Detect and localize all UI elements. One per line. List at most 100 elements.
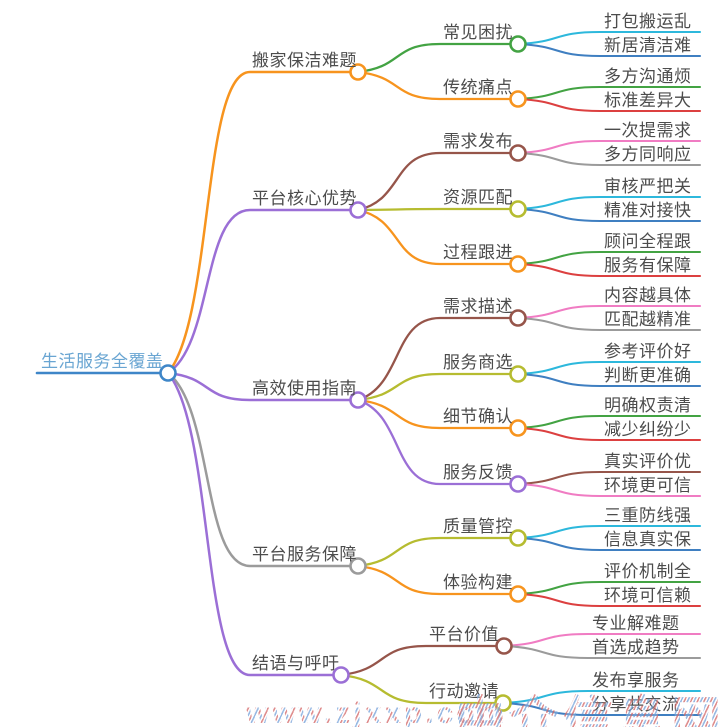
- edge: [356, 316, 520, 402]
- edge: [516, 316, 702, 332]
- node-label[interactable]: 三重防线强: [604, 506, 692, 525]
- node-label[interactable]: 打包搬运乱: [604, 12, 692, 31]
- node-handle[interactable]: [494, 694, 512, 712]
- edge: [516, 30, 702, 46]
- node-label[interactable]: 平台核心优势: [252, 189, 357, 208]
- edge: [516, 414, 702, 430]
- edge: [356, 372, 520, 402]
- node-label[interactable]: 行动邀请: [429, 682, 499, 701]
- edge: [502, 632, 702, 648]
- edge: [166, 208, 360, 375]
- node-label[interactable]: 服务反馈: [443, 463, 513, 482]
- node-label[interactable]: 平台服务保障: [252, 545, 357, 564]
- node-label[interactable]: 减少纠纷少: [604, 420, 692, 439]
- node-handle[interactable]: [495, 637, 513, 655]
- node-handle[interactable]: [349, 201, 367, 219]
- edge: [356, 564, 520, 596]
- node-label[interactable]: 服务有保障: [604, 256, 692, 275]
- node-label[interactable]: 传统痛点: [443, 78, 513, 97]
- node-label[interactable]: 顾问全程跟: [604, 232, 692, 251]
- edge: [516, 151, 702, 167]
- node-label[interactable]: 信息真实保: [604, 530, 692, 549]
- edge: [166, 371, 360, 568]
- node-label[interactable]: 分享共交流: [592, 695, 680, 714]
- edge: [501, 689, 702, 705]
- node-label[interactable]: 结语与呼吁: [252, 654, 340, 673]
- node-label[interactable]: 新居清洁难: [604, 36, 692, 55]
- node-label[interactable]: 匹配越精准: [604, 310, 692, 329]
- node-handle[interactable]: [509, 475, 527, 493]
- node-label[interactable]: 首选成趋势: [592, 638, 680, 657]
- edge: [516, 42, 702, 58]
- node-label[interactable]: 真实评价优: [604, 452, 692, 471]
- node-handle[interactable]: [509, 419, 527, 437]
- node-label[interactable]: 服务商选: [443, 353, 513, 372]
- edge: [166, 371, 360, 402]
- edge: [502, 644, 702, 660]
- edge: [516, 536, 702, 552]
- node-label[interactable]: 精准对接快: [604, 201, 692, 220]
- node-handle[interactable]: [349, 391, 367, 409]
- node-handle[interactable]: [349, 63, 367, 81]
- node-handle[interactable]: [509, 585, 527, 603]
- node-handle[interactable]: [159, 364, 177, 382]
- node-handle[interactable]: [509, 200, 527, 218]
- node-label[interactable]: 细节确认: [443, 407, 513, 426]
- edge: [356, 151, 520, 212]
- edge: [516, 250, 702, 266]
- edge: [516, 85, 702, 101]
- edge: [356, 42, 520, 74]
- node-handle[interactable]: [509, 529, 527, 547]
- node-label[interactable]: 参考评价好: [604, 342, 692, 361]
- node-label[interactable]: 多方沟通烦: [604, 67, 692, 86]
- node-label[interactable]: 一次提需求: [604, 121, 692, 140]
- node-label[interactable]: 多方同响应: [604, 145, 692, 164]
- node-label[interactable]: 需求发布: [443, 132, 513, 151]
- node-handle[interactable]: [509, 365, 527, 383]
- node-handle[interactable]: [509, 144, 527, 162]
- edge: [166, 371, 343, 677]
- edge: [166, 70, 360, 375]
- node-handle[interactable]: [509, 255, 527, 273]
- node-handle[interactable]: [332, 666, 350, 684]
- edge: [339, 673, 505, 705]
- edge: [516, 580, 702, 596]
- node-label[interactable]: 专业解难题: [592, 614, 680, 633]
- node-label[interactable]: 质量管控: [443, 517, 513, 536]
- edge: [356, 398, 520, 486]
- node-label[interactable]: 明确权责清: [604, 396, 692, 415]
- node-label[interactable]: 内容越具体: [604, 286, 692, 305]
- node-label[interactable]: 发布享服务: [592, 671, 680, 690]
- edge: [516, 304, 702, 320]
- node-label[interactable]: 资源匹配: [443, 188, 513, 207]
- edge: [516, 360, 702, 376]
- node-label[interactable]: 环境更可信: [604, 476, 692, 495]
- edge: [516, 426, 702, 442]
- node-label[interactable]: 常见困扰: [443, 23, 513, 42]
- node-handle[interactable]: [349, 557, 367, 575]
- node-label[interactable]: 环境可信赖: [604, 586, 692, 605]
- node-label[interactable]: 搬家保洁难题: [252, 51, 357, 70]
- node-label[interactable]: 需求描述: [443, 297, 513, 316]
- edge: [516, 470, 702, 486]
- node-label[interactable]: 评价机制全: [604, 562, 692, 581]
- node-handle[interactable]: [509, 90, 527, 108]
- edge: [501, 701, 702, 717]
- node-label[interactable]: 审核严把关: [604, 177, 692, 196]
- edge: [356, 208, 520, 266]
- node-handle[interactable]: [509, 309, 527, 327]
- node-label[interactable]: 判断更准确: [604, 366, 692, 385]
- node-label[interactable]: 高效使用指南: [252, 378, 357, 398]
- node-handle[interactable]: [509, 35, 527, 53]
- edge: [516, 262, 702, 278]
- node-label[interactable]: 过程跟进: [443, 243, 513, 262]
- node-label[interactable]: 平台价值: [429, 625, 499, 644]
- edge: [516, 139, 702, 155]
- node-label[interactable]: 标准差异大: [604, 91, 692, 110]
- node-label[interactable]: 生活服务全覆盖: [41, 352, 164, 371]
- edge: [356, 398, 520, 430]
- node-label[interactable]: 体验构建: [443, 573, 513, 592]
- edge: [356, 536, 520, 568]
